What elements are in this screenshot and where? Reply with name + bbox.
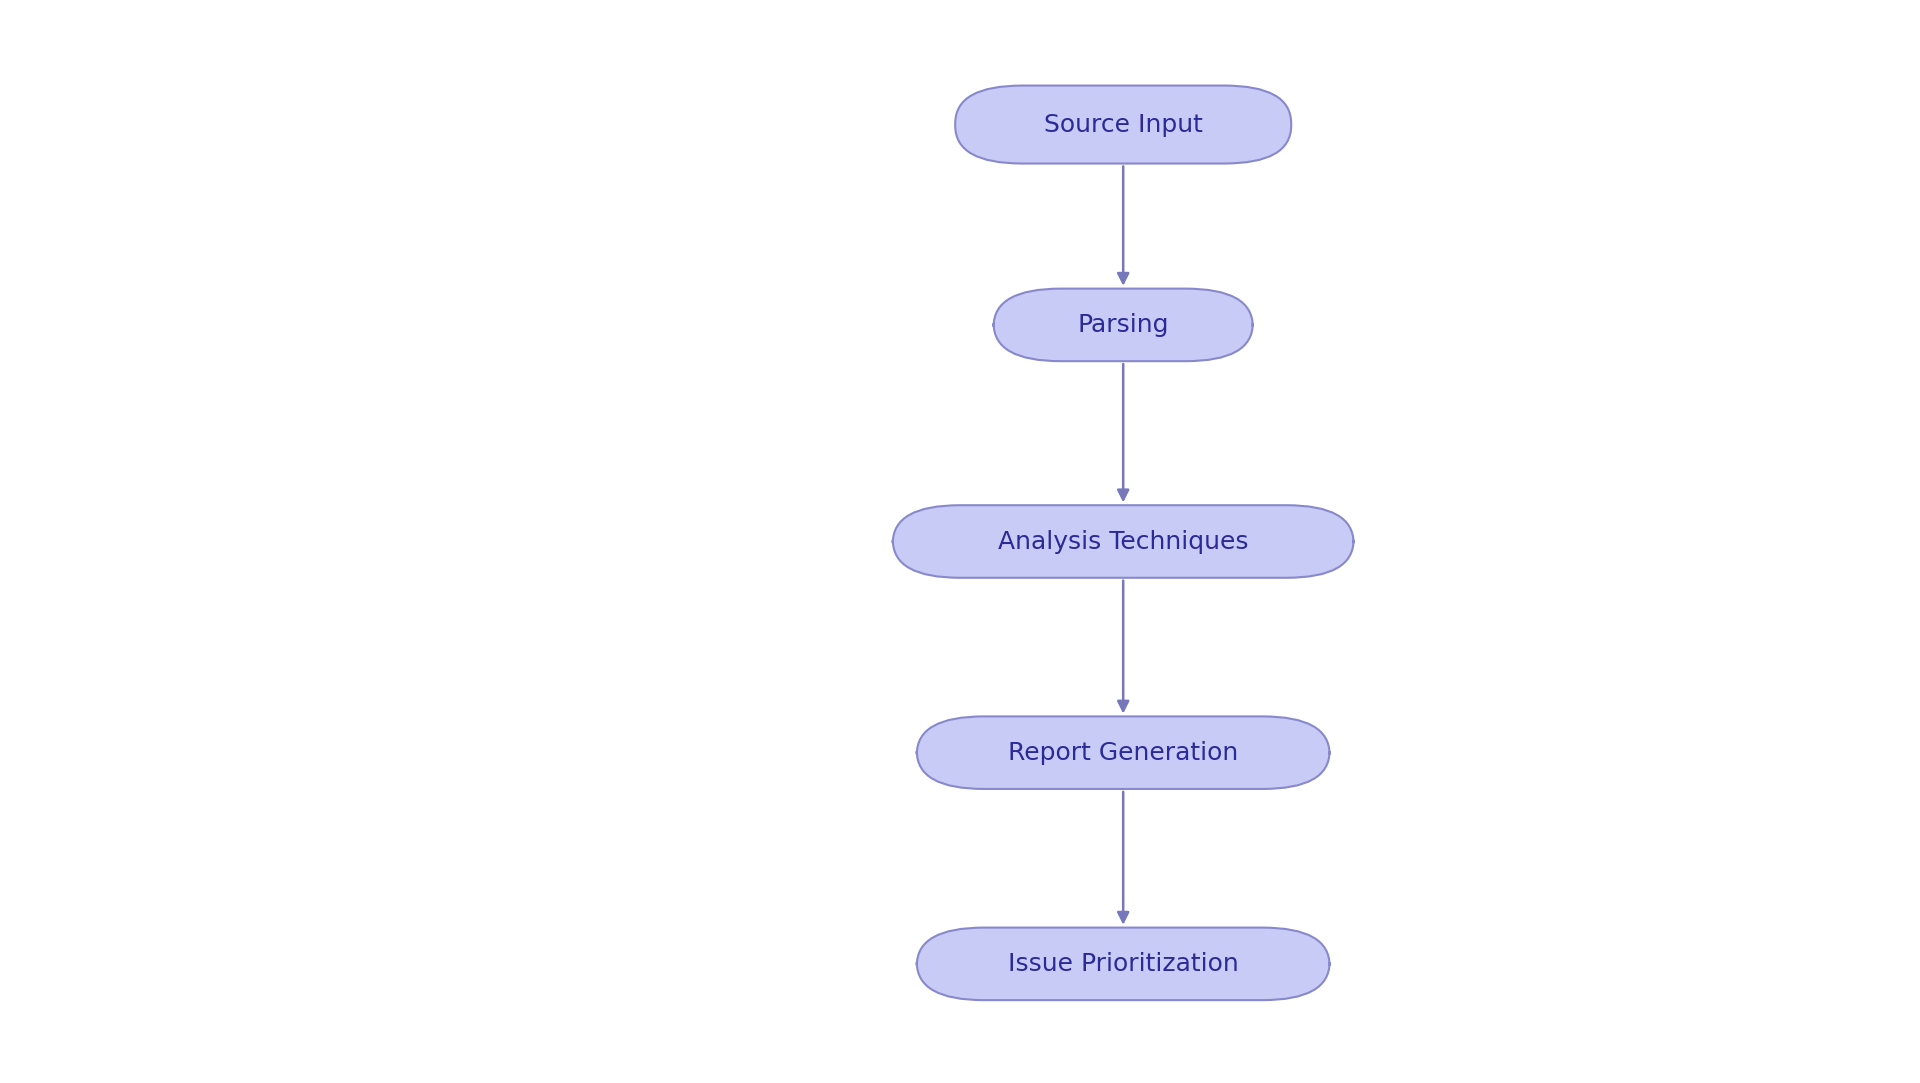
Text: Source Input: Source Input <box>1044 113 1202 136</box>
Text: Report Generation: Report Generation <box>1008 741 1238 765</box>
FancyBboxPatch shape <box>954 86 1290 164</box>
FancyBboxPatch shape <box>995 288 1252 362</box>
Text: Analysis Techniques: Analysis Techniques <box>998 530 1248 553</box>
FancyBboxPatch shape <box>916 717 1329 788</box>
FancyBboxPatch shape <box>893 505 1354 578</box>
Text: Parsing: Parsing <box>1077 313 1169 337</box>
FancyBboxPatch shape <box>916 927 1329 1001</box>
Text: Issue Prioritization: Issue Prioritization <box>1008 952 1238 976</box>
